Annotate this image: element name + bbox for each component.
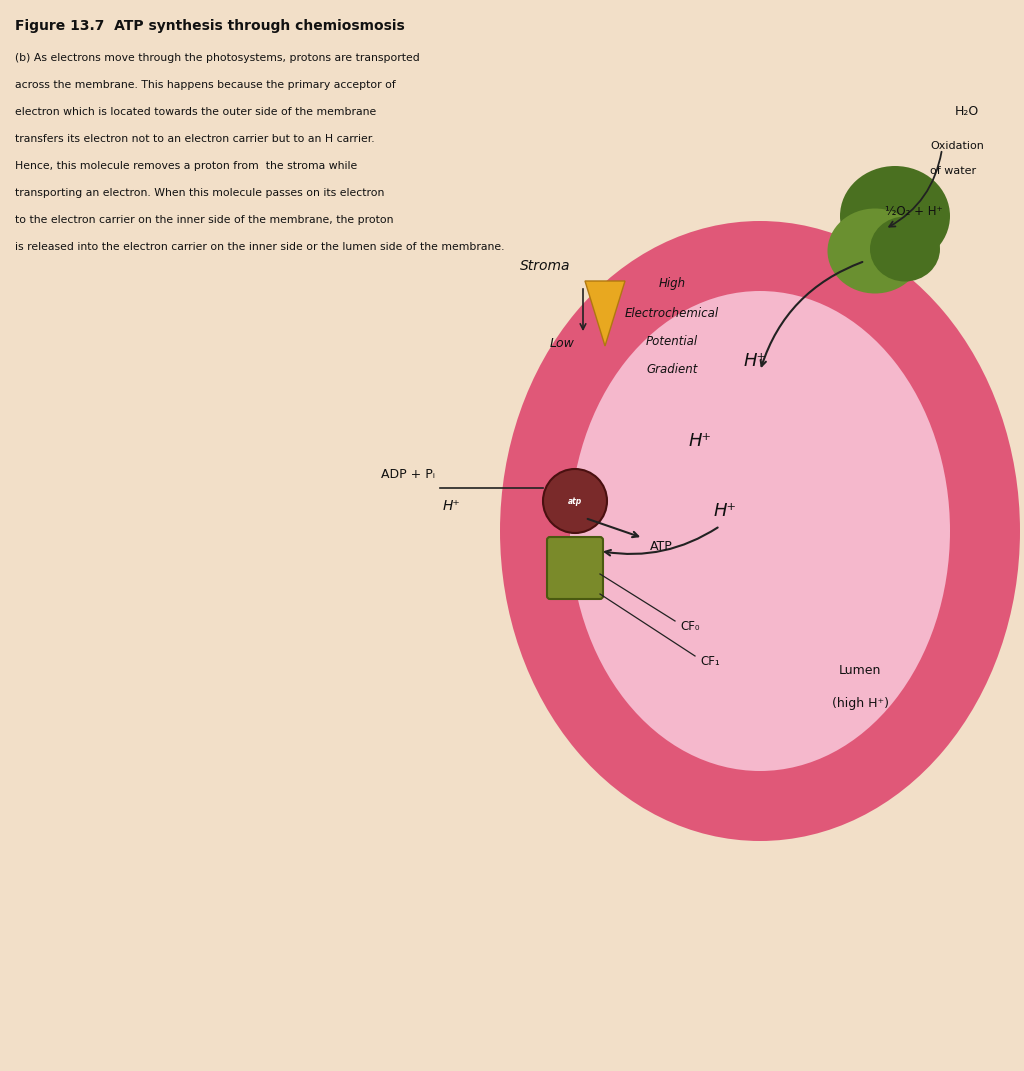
Text: electron which is located towards the outer side of the membrane: electron which is located towards the ou… — [15, 107, 376, 117]
Text: H⁺: H⁺ — [714, 502, 736, 521]
Text: across the membrane. This happens because the primary acceptor of: across the membrane. This happens becaus… — [15, 80, 395, 90]
Text: CF₀: CF₀ — [680, 619, 699, 633]
Text: H₂O: H₂O — [955, 105, 979, 118]
Text: Electrochemical: Electrochemical — [625, 306, 719, 319]
Text: transporting an electron. When this molecule passes on its electron: transporting an electron. When this mole… — [15, 188, 384, 198]
Text: ½O₂ + H⁺: ½O₂ + H⁺ — [885, 205, 943, 217]
Circle shape — [543, 469, 607, 533]
Text: H⁺: H⁺ — [743, 352, 767, 369]
Text: CF₁: CF₁ — [700, 654, 720, 667]
Text: ATP: ATP — [650, 540, 673, 553]
Text: ADP + Pᵢ: ADP + Pᵢ — [381, 468, 435, 481]
Text: Oxidation: Oxidation — [930, 141, 984, 151]
Text: Hence, this molecule removes a proton from  the stroma while: Hence, this molecule removes a proton fr… — [15, 161, 357, 171]
Ellipse shape — [500, 221, 1020, 841]
Text: Gradient: Gradient — [646, 362, 697, 376]
Text: Lumen: Lumen — [839, 664, 882, 678]
Ellipse shape — [570, 291, 950, 771]
Text: Potential: Potential — [646, 334, 698, 347]
Text: (high H⁺): (high H⁺) — [831, 696, 889, 709]
FancyBboxPatch shape — [547, 537, 603, 599]
Text: to the electron carrier on the inner side of the membrane, the proton: to the electron carrier on the inner sid… — [15, 215, 393, 225]
Text: Stroma: Stroma — [520, 259, 570, 273]
Ellipse shape — [827, 209, 923, 293]
Ellipse shape — [870, 216, 940, 282]
Ellipse shape — [840, 166, 950, 266]
Text: (b) As electrons move through the photosystems, protons are transported: (b) As electrons move through the photos… — [15, 52, 420, 63]
Polygon shape — [585, 281, 625, 346]
Text: High: High — [658, 276, 685, 289]
Text: H⁺: H⁺ — [688, 432, 712, 450]
Text: Figure 13.7  ATP synthesis through chemiosmosis: Figure 13.7 ATP synthesis through chemio… — [15, 19, 404, 33]
Text: Low: Low — [550, 336, 574, 349]
Text: transfers its electron not to an electron carrier but to an H carrier.: transfers its electron not to an electro… — [15, 134, 375, 144]
Text: is released into the electron carrier on the inner side or the lumen side of the: is released into the electron carrier on… — [15, 242, 505, 252]
Text: of water: of water — [930, 166, 976, 176]
Text: H⁺: H⁺ — [442, 499, 460, 513]
Text: atp: atp — [568, 497, 582, 506]
